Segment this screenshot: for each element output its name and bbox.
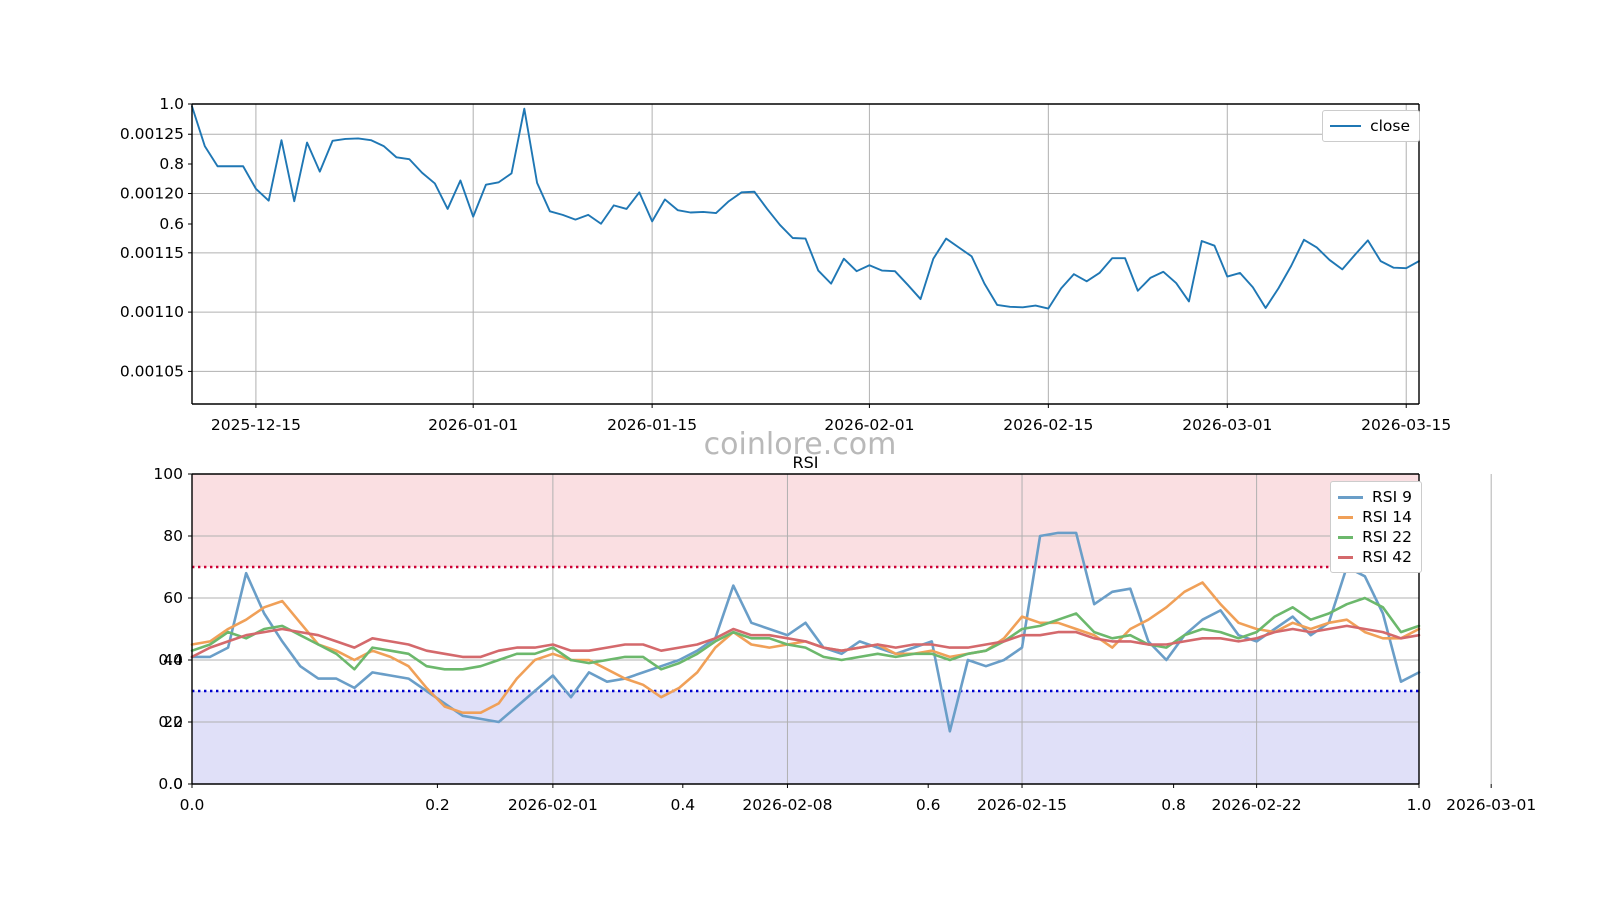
rsi-legend-swatch	[1338, 535, 1354, 539]
rsi-legend-item[interactable]: RSI 22	[1338, 527, 1412, 547]
rsi-legend-swatch	[1338, 495, 1364, 499]
rsi-legend-label: RSI 42	[1362, 548, 1412, 566]
rsi-ytick-label-secondary: 0.4	[158, 651, 183, 669]
rsi-xtick-label: 2026-02-01	[508, 796, 598, 814]
rsi-xtick-label-secondary: 0.6	[916, 796, 941, 814]
rsi-line-rsi-42	[190, 624, 1421, 659]
rsi-ytick-label: 100	[153, 465, 183, 483]
rsi-xtick-label-secondary: 0.4	[670, 796, 695, 814]
rsi-xtick-label: 2026-02-15	[977, 796, 1067, 814]
rsi-line-rsi-9	[190, 531, 1421, 733]
rsi-xtick-label-secondary: 0.2	[425, 796, 450, 814]
rsi-legend-item[interactable]: RSI 9	[1338, 487, 1412, 507]
price-legend-item[interactable]: close	[1330, 116, 1410, 136]
rsi-chart-panel: 0 20 40 60 80 100 0.0 0.2 0.4 2026-02-01 2026-02-0…	[0, 450, 1600, 900]
rsi-xtick-label-secondary: 0.0	[180, 796, 205, 814]
price-legend-swatch	[1330, 125, 1362, 127]
rsi-line-rsi-22	[190, 596, 1421, 671]
price-xtick-label: 2026-02-01	[824, 416, 914, 434]
rsi-band	[192, 691, 1419, 784]
rsi-ytick-label: 80	[163, 527, 183, 545]
rsi-xtick-label-secondary: 0.8	[1161, 796, 1186, 814]
rsi-xtick-label-secondary: 1.0	[1407, 796, 1432, 814]
price-ytick-label: 0.00105	[120, 362, 184, 380]
price-ytick-label: 0.00125	[120, 125, 184, 143]
price-line-close	[191, 105, 1420, 310]
rsi-legend-swatch	[1338, 515, 1354, 519]
rsi-band	[192, 474, 1419, 567]
rsi-chart-title: RSI	[793, 453, 819, 472]
rsi-chart-svg: 0 20 40 60 80 100 0.0 0.2 0.4 2026-02-01 2026-02-0…	[153, 453, 1536, 814]
price-ytick-label-secondary: 0.6	[159, 215, 184, 233]
rsi-xtick-label: 2026-03-01	[1446, 796, 1536, 814]
price-xtick-label: 2026-02-15	[1003, 416, 1093, 434]
price-xtick-label: 2026-01-01	[428, 416, 518, 434]
price-ytick-label-secondary: 0.8	[159, 155, 184, 173]
rsi-legend-item[interactable]: RSI 14	[1338, 507, 1412, 527]
rsi-ytick-label: 0	[173, 775, 183, 793]
price-ytick-label-secondary: 1.0	[159, 95, 184, 113]
price-xtick-label: 2026-03-01	[1182, 416, 1272, 434]
price-chart-svg: 0.00105 0.00110 0.00115 0.00120 0.00125 0.6 0.…	[120, 95, 1451, 434]
price-plot-background	[192, 104, 1419, 404]
rsi-ytick-label-secondary: 0.2	[158, 713, 183, 731]
rsi-ytick-label: 60	[163, 589, 183, 607]
price-chart-legend: close	[1322, 110, 1420, 142]
price-chart-panel: 0.00105 0.00110 0.00115 0.00120 0.00125 0.6 0.…	[120, 95, 1451, 434]
rsi-chart-legend: RSI 9 RSI 14 RSI 22 RSI 42	[1330, 481, 1422, 573]
price-ytick-label: 0.00110	[120, 303, 184, 321]
rsi-legend-label: RSI 22	[1362, 528, 1412, 546]
rsi-legend-swatch	[1338, 555, 1354, 559]
price-xtick-label: 2026-03-15	[1361, 416, 1451, 434]
price-legend-label: close	[1370, 117, 1410, 135]
price-xtick-label: 2026-01-15	[607, 416, 697, 434]
rsi-xtick-label: 2026-02-22	[1212, 796, 1302, 814]
price-ytick-label: 0.00120	[120, 185, 184, 203]
rsi-ytick-label-secondary: 0.0	[158, 775, 183, 793]
price-ytick-label: 0.00115	[120, 244, 184, 262]
rsi-ytick-label: 40	[163, 651, 183, 669]
rsi-legend-item[interactable]: RSI 42	[1338, 547, 1412, 567]
price-xtick-label: 2025-12-15	[211, 416, 301, 434]
rsi-legend-label: RSI 14	[1362, 508, 1412, 526]
rsi-xtick-label: 2026-02-08	[742, 796, 832, 814]
rsi-ytick-label: 20	[163, 713, 183, 731]
rsi-legend-label: RSI 9	[1372, 488, 1412, 506]
